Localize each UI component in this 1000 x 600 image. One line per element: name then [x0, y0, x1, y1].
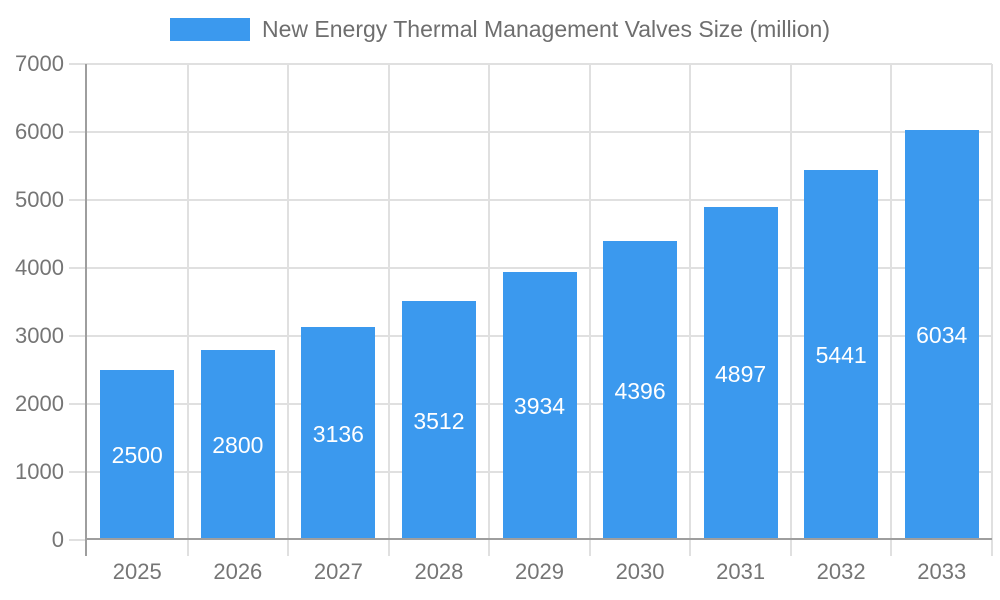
y-axis-tick-label: 6000	[15, 119, 64, 144]
bar-value-label: 3512	[413, 407, 465, 434]
gridline-horizontal	[87, 131, 992, 133]
bar-2026	[200, 350, 275, 538]
y-tick	[69, 267, 87, 269]
y-tick	[69, 131, 87, 133]
x-axis-tick-label: 2033	[917, 559, 967, 584]
bar-2028	[401, 301, 476, 538]
bar-2027	[301, 327, 376, 538]
x-axis-tick-label: 2028	[414, 559, 464, 584]
x-axis-tick-label: 2025	[112, 559, 162, 584]
y-axis-tick-label: 0	[51, 527, 64, 552]
x-axis-tick-label: 2027	[313, 559, 363, 584]
bar-value-label: 3934	[513, 393, 566, 419]
x-tick	[488, 540, 491, 556]
x-tick	[890, 540, 893, 556]
bar-value-label: 2800	[212, 432, 264, 458]
y-axis-tick-label: 4000	[15, 255, 64, 280]
bar-value-label: 3136	[312, 420, 364, 447]
bar-2032	[804, 170, 879, 538]
legend-swatch	[170, 17, 250, 41]
y-axis-tick-label: 7000	[15, 51, 64, 76]
y-tick	[69, 63, 87, 65]
bar-2033	[904, 130, 979, 538]
x-tick	[689, 540, 692, 556]
gridline-vertical	[387, 64, 390, 540]
bar-value-label: 4897	[715, 360, 767, 387]
y-tick	[69, 471, 87, 473]
legend-label: New Energy Thermal Management Valves Siz…	[262, 16, 830, 42]
bar-2031	[703, 207, 778, 538]
legend: New Energy Thermal Management Valves Siz…	[0, 15, 1000, 43]
x-tick	[789, 540, 792, 556]
x-axis-tick-label: 2031	[716, 559, 766, 584]
x-axis-line	[85, 538, 992, 540]
bar-2025	[100, 370, 175, 538]
bar-value-label: 6034	[916, 322, 968, 348]
gridline-horizontal	[87, 199, 992, 201]
gridline-vertical	[588, 64, 591, 540]
bar-value-label: 2500	[111, 442, 163, 468]
y-axis-tick-label: 2000	[15, 391, 64, 416]
gridline-vertical	[991, 64, 993, 540]
y-axis-tick-label: 1000	[15, 459, 64, 484]
x-axis-tick-label: 2026	[213, 559, 263, 584]
x-tick	[387, 540, 390, 556]
x-tick	[287, 540, 290, 556]
x-tick	[588, 540, 591, 556]
gridline-vertical	[186, 64, 189, 540]
x-axis-tick-label: 2029	[515, 559, 564, 584]
x-axis-tick-label: 2032	[816, 559, 866, 584]
gridline-horizontal	[87, 63, 992, 65]
y-tick	[69, 403, 87, 405]
y-axis-tick-label: 5000	[15, 187, 64, 212]
gridline-vertical	[789, 64, 792, 540]
x-tick	[991, 540, 993, 556]
bar-2030	[603, 241, 678, 538]
gridline-vertical	[287, 64, 290, 540]
gridline-vertical	[890, 64, 893, 540]
bar-value-label: 5441	[815, 342, 867, 368]
x-axis-tick-label: 2030	[615, 559, 665, 584]
gridline-horizontal	[87, 267, 992, 269]
y-tick	[69, 539, 87, 541]
y-tick	[69, 335, 87, 337]
y-tick	[69, 199, 87, 201]
gridline-vertical	[488, 64, 491, 540]
y-axis-line	[85, 64, 87, 556]
bar-value-label: 4396	[614, 377, 666, 404]
x-tick	[186, 540, 189, 556]
gridline-vertical	[689, 64, 692, 540]
bar-2029	[502, 272, 577, 538]
y-axis-tick-label: 3000	[15, 323, 64, 348]
